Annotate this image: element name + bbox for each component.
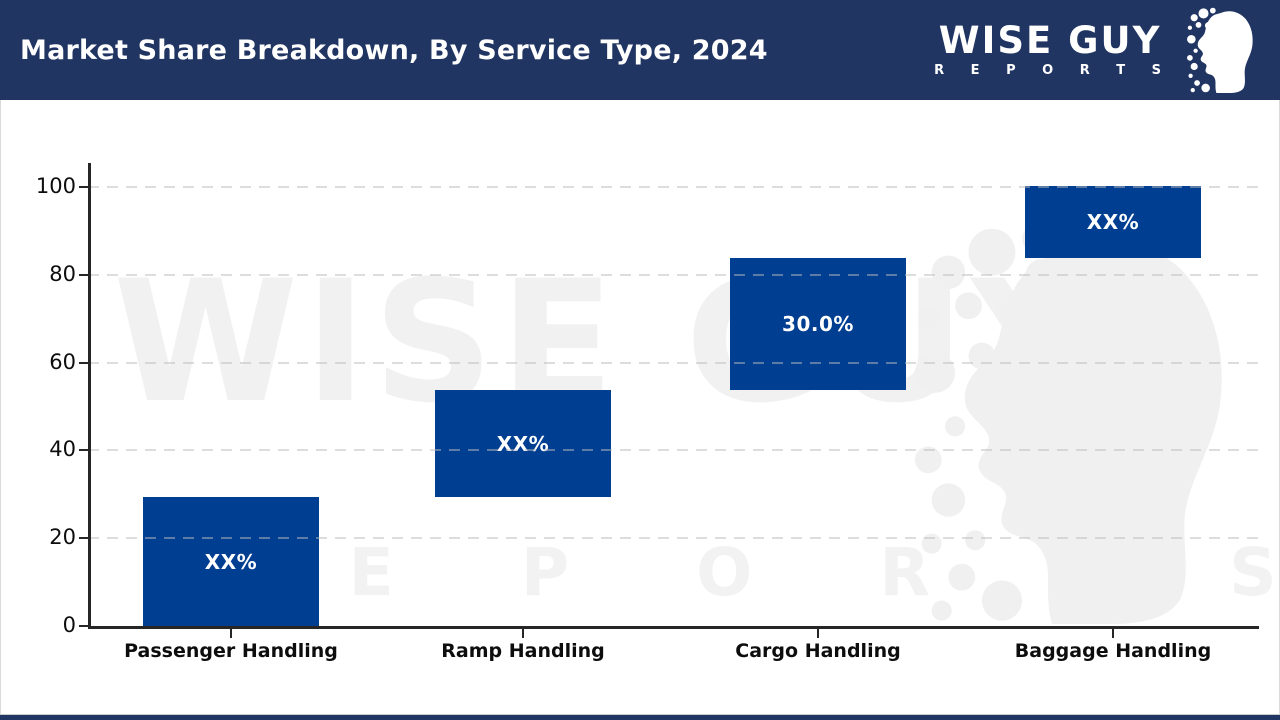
y-tick-label-20: 20 [49,525,76,550]
x-tick-mark-3 [1112,629,1114,638]
page-title: Market Share Breakdown, By Service Type,… [20,34,768,66]
gridline-40 [88,449,1265,452]
y-tick-label-80: 80 [49,261,76,286]
wise-guy-logo: WISE GUY R E P O R T S [928,7,1266,93]
y-tick-mark-40 [79,449,88,452]
bar-baggage-handling: XX% [1025,186,1201,259]
dotted-head-profile-icon [1187,7,1253,93]
bar-cargo-handling: 30.0% [730,258,906,390]
bar-passenger-handling: XX% [143,497,319,626]
dotted-head-profile-watermark [914,225,1222,624]
bar-value-label: XX% [204,549,258,574]
gridline-60 [88,361,1265,364]
footer-bar [0,715,1280,720]
x-tick-mark-0 [230,629,232,638]
bar-value-label: XX% [1086,210,1140,235]
y-tick-mark-20 [79,537,88,540]
x-axis-line [88,626,1259,629]
y-tick-mark-100 [79,186,88,188]
footer-divider [0,714,1280,715]
y-tick-label-0: 0 [62,613,76,637]
y-tick-mark-60 [79,361,88,364]
logo-main-text: WISE GUY [938,19,1162,62]
logo-wordmark: WISE GUY R E P O R T S [928,22,1172,78]
y-tick-mark-0 [79,625,88,627]
x-tick-mark-1 [522,629,524,638]
gridline-100 [88,186,1265,188]
y-tick-label-100: 100 [35,174,76,198]
y-tick-mark-80 [79,273,88,276]
bar-ramp-handling: XX% [435,389,611,498]
bar-value-label: XX% [496,431,550,456]
x-category-label: Cargo Handling [735,640,901,662]
y-tick-label-60: 60 [49,349,76,374]
y-axis-line [88,163,91,629]
gridline-80 [88,273,1265,276]
logo-sub-text: R E P O R T S [934,63,1172,78]
x-category-label: Baggage Handling [1014,640,1212,662]
chart-canvas: WISE GUY R E P O R T S 0 20 40 60 80 100 XX% Pa… [0,100,1280,714]
y-tick-label-40: 40 [49,437,76,462]
bar-value-label: 30.0% [782,311,854,336]
gridline-20 [88,537,1265,540]
header-bar: Market Share Breakdown, By Service Type,… [0,0,1280,100]
x-category-label: Passenger Handling [124,640,338,662]
x-category-label: Ramp Handling [441,640,605,662]
x-tick-mark-2 [817,629,819,638]
